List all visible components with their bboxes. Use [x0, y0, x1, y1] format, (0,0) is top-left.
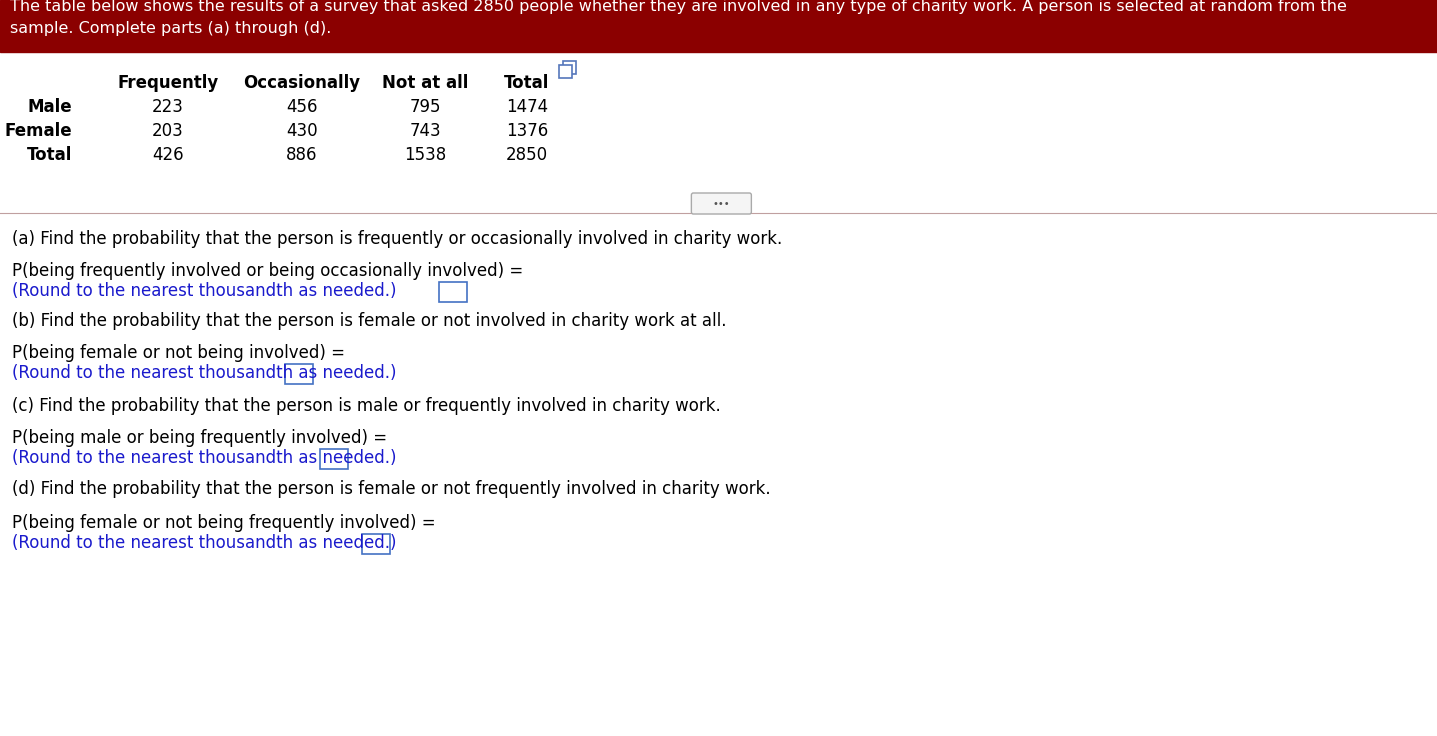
Text: P(being frequently involved or being occasionally involved) =: P(being frequently involved or being occ… [11, 262, 523, 280]
Bar [559, 65, 572, 78]
Text: 426: 426 [152, 146, 184, 164]
Text: •••: ••• [713, 199, 730, 209]
Text: sample. Complete parts (a) through (d).: sample. Complete parts (a) through (d). [10, 21, 332, 36]
Text: The table below shows the results of a survey that asked 2850 people whether the: The table below shows the results of a s… [10, 0, 1346, 14]
Text: 1538: 1538 [404, 146, 445, 164]
Text: (Round to the nearest thousandth as needed.): (Round to the nearest thousandth as need… [11, 534, 397, 552]
Text: 223: 223 [152, 98, 184, 116]
Text: 430: 430 [286, 122, 318, 140]
Text: 456: 456 [286, 98, 318, 116]
Text: P(being female or not being frequently involved) =: P(being female or not being frequently i… [11, 514, 435, 532]
Text: P(being male or being frequently involved) =: P(being male or being frequently involve… [11, 429, 387, 447]
Text: (Round to the nearest thousandth as needed.): (Round to the nearest thousandth as need… [11, 449, 397, 467]
Text: (d) Find the probability that the person is female or not frequently involved in: (d) Find the probability that the person… [11, 480, 770, 498]
Text: (a) Find the probability that the person is frequently or occasionally involved : (a) Find the probability that the person… [11, 230, 782, 248]
Text: Female: Female [4, 122, 72, 140]
Text: (Round to the nearest thousandth as needed.): (Round to the nearest thousandth as need… [11, 282, 397, 300]
Bar [563, 61, 576, 74]
Text: (Round to the nearest thousandth as needed.): (Round to the nearest thousandth as need… [11, 364, 397, 382]
Bar [285, 364, 313, 384]
Bar [0, 0, 1437, 52]
Bar [320, 449, 348, 469]
Text: P(being female or not being involved) =: P(being female or not being involved) = [11, 344, 345, 362]
Text: Male: Male [27, 98, 72, 116]
Bar [438, 282, 467, 302]
Text: 795: 795 [410, 98, 441, 116]
Text: Occasionally: Occasionally [243, 74, 361, 92]
Text: 203: 203 [152, 122, 184, 140]
Text: 886: 886 [286, 146, 318, 164]
FancyBboxPatch shape [691, 193, 752, 214]
Text: 2850: 2850 [506, 146, 547, 164]
Text: 1474: 1474 [506, 98, 547, 116]
Text: Frequently: Frequently [118, 74, 218, 92]
Text: 1376: 1376 [506, 122, 547, 140]
Text: Not at all: Not at all [382, 74, 468, 92]
Text: (c) Find the probability that the person is male or frequently involved in chari: (c) Find the probability that the person… [11, 397, 721, 415]
Text: 743: 743 [410, 122, 441, 140]
Text: Total: Total [504, 74, 550, 92]
Text: (b) Find the probability that the person is female or not involved in charity wo: (b) Find the probability that the person… [11, 312, 727, 330]
Bar [362, 534, 389, 554]
Text: Total: Total [27, 146, 72, 164]
